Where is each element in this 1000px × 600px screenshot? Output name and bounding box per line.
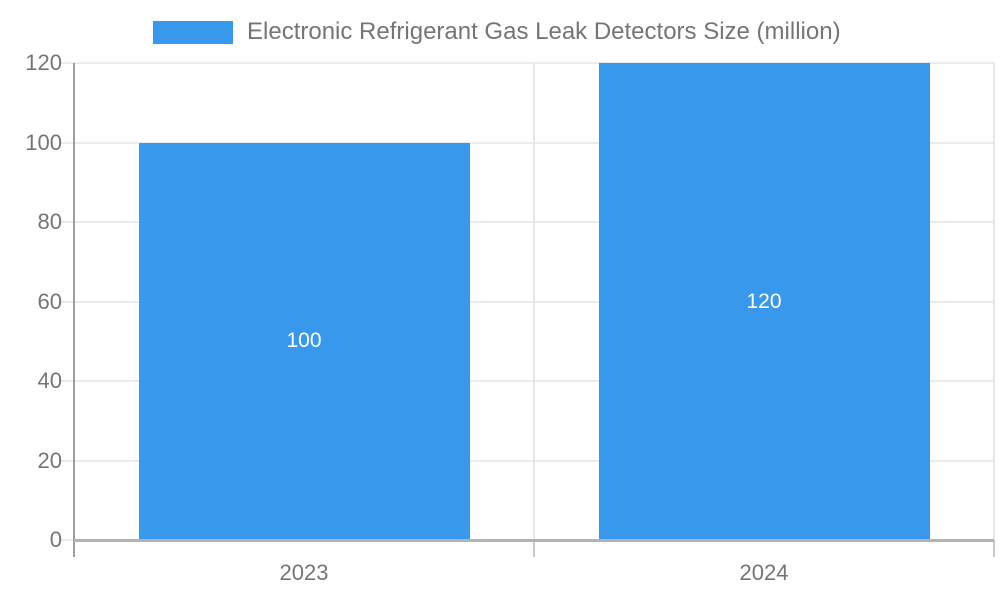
plot-right-border — [993, 63, 995, 540]
gridline — [60, 380, 994, 382]
bar-2023[interactable] — [138, 142, 470, 540]
y-tick-label: 80 — [37, 209, 62, 234]
bar-2024[interactable] — [598, 63, 930, 540]
y-tick-label: 100 — [25, 129, 62, 155]
x-tick-label: 2024 — [739, 560, 789, 585]
category-separator — [533, 63, 535, 540]
legend[interactable]: Electronic Refrigerant Gas Leak Detector… — [153, 18, 841, 46]
y-tick-label: 60 — [37, 288, 62, 314]
y-tick-label: 120 — [25, 50, 62, 75]
bar-value-label: 120 — [746, 289, 782, 313]
y-axis-line — [73, 63, 75, 557]
x-axis-tick — [533, 540, 535, 557]
gridline — [60, 459, 994, 462]
x-tick-label: 2023 — [279, 560, 329, 585]
gridline — [60, 141, 994, 144]
gridline — [60, 62, 994, 64]
gridline — [60, 221, 994, 223]
gridline — [60, 539, 74, 541]
legend-swatch — [153, 20, 233, 44]
y-tick-label: 0 — [49, 527, 62, 552]
y-tick-label: 20 — [37, 447, 62, 473]
y-tick-label: 40 — [37, 368, 62, 393]
bar-value-label: 100 — [286, 329, 322, 353]
x-axis-line — [74, 539, 994, 542]
gridline — [60, 300, 994, 303]
legend-label: Electronic Refrigerant Gas Leak Detector… — [247, 18, 841, 45]
x-axis-tick — [993, 540, 995, 557]
